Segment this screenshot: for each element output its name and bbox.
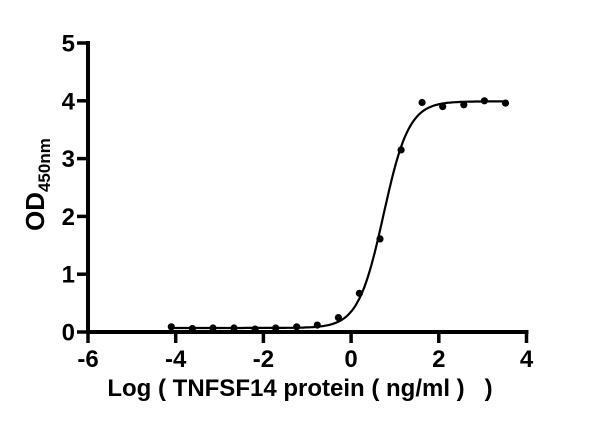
x-axis-title: Log ( TNFSF14 protein ( ng/ml ) ) (107, 375, 493, 402)
data-point (397, 146, 405, 154)
data-point (293, 323, 301, 331)
data-point (230, 324, 238, 332)
x-tick-label: 2 (432, 346, 445, 373)
data-point (439, 103, 447, 111)
data-point (480, 97, 488, 105)
x-tick-label: -6 (77, 346, 98, 373)
data-point (501, 99, 510, 107)
data-point (272, 324, 280, 332)
y-tick-label: 4 (62, 88, 76, 115)
x-tick-label: -4 (165, 346, 187, 373)
data-point (188, 324, 196, 333)
x-tick-label: -2 (253, 346, 274, 373)
data-point (251, 325, 259, 333)
y-tick-label: 3 (62, 146, 75, 173)
data-point (376, 235, 384, 243)
data-point (418, 98, 426, 107)
fit-curve (171, 100, 505, 330)
y-tick-label: 2 (62, 204, 75, 231)
data-point (167, 323, 175, 331)
data-point (355, 289, 363, 297)
x-tick-label: 4 (520, 346, 534, 373)
y-tick-label: 5 (62, 31, 75, 58)
data-point (334, 314, 342, 322)
x-tick-label: 0 (344, 346, 357, 373)
y-tick-label: 0 (62, 320, 75, 347)
data-point (313, 321, 321, 329)
data-point (209, 324, 217, 332)
data-point (460, 101, 468, 109)
y-tick-label: 1 (62, 262, 75, 289)
